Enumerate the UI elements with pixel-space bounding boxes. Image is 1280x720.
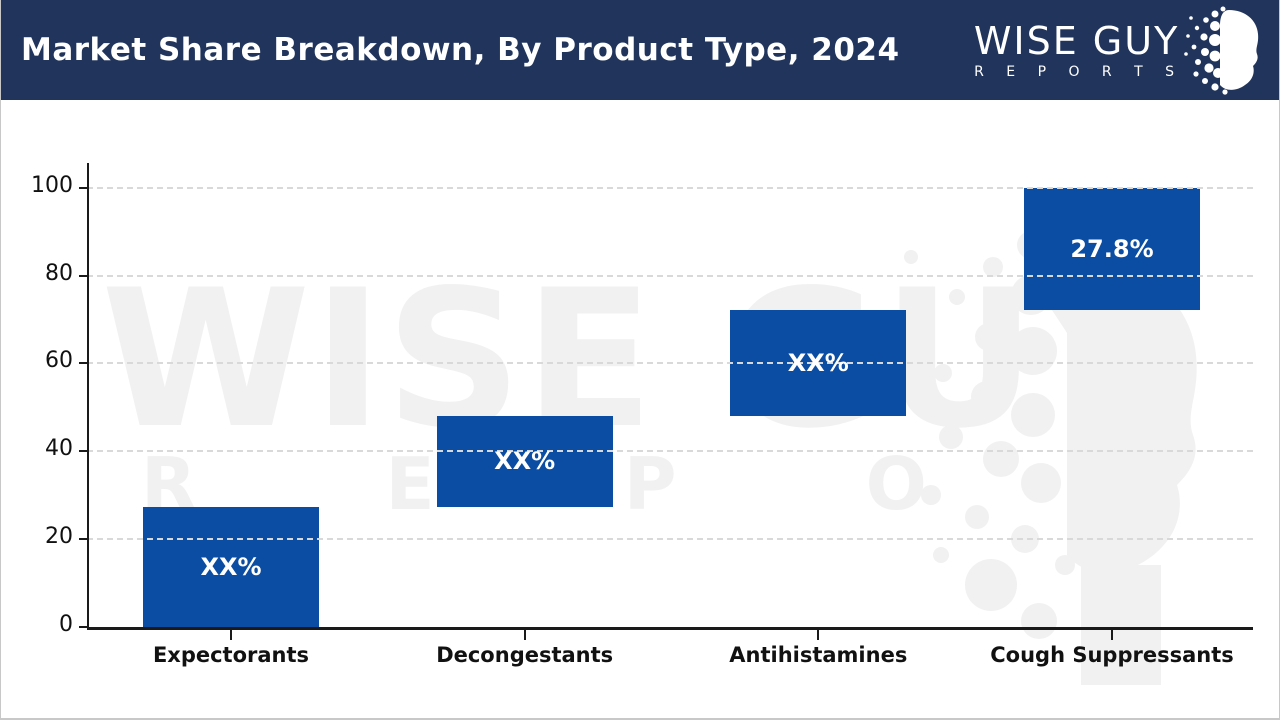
- bar-expectorants: [143, 506, 319, 627]
- x-tick-decongestants: [523, 630, 526, 640]
- logo-subtitle: R E P O R T S: [974, 63, 1183, 80]
- x-axis-line: [87, 627, 1253, 630]
- y-tick-label-100: 100: [31, 172, 73, 198]
- gridline-100: [87, 186, 1253, 189]
- bar-value-label-decongestants: XX%: [494, 447, 556, 476]
- logo-wordmark: WISE GUY: [973, 19, 1180, 64]
- x-label-decongestants: Decongestants: [436, 643, 614, 667]
- gridline-20: [87, 538, 1253, 541]
- header-band: Market Share Breakdown, By Product Type,…: [1, 0, 1279, 100]
- gridline-60: [87, 362, 1253, 365]
- x-label-antihistamines: Antihistamines: [729, 643, 908, 667]
- x-tick-antihistamines: [817, 630, 820, 640]
- y-axis-line: [87, 163, 89, 627]
- y-tick-100: [79, 186, 87, 189]
- x-label-expectorants: Expectorants: [152, 643, 310, 667]
- y-tick-label-80: 80: [45, 260, 73, 286]
- gridline-80: [87, 274, 1253, 277]
- x-tick-expectorants: [230, 630, 232, 640]
- y-tick-80: [79, 274, 87, 277]
- bar-cough-suppressants: [1024, 187, 1200, 310]
- watermark-wordmark: WISE GUY: [101, 249, 1178, 470]
- x-label-cough-suppressants: Cough Suppressants: [990, 643, 1234, 667]
- y-tick-20: [79, 538, 87, 541]
- y-tick-60: [79, 362, 87, 365]
- y-tick-label-40: 40: [45, 436, 73, 462]
- wise-guy-reports-logo: WISE GUY R E P O R T S: [970, 6, 1269, 96]
- bar-value-label-antihistamines: XX%: [787, 348, 849, 377]
- y-tick-label-0: 0: [59, 612, 73, 637]
- x-tick-cough-suppressants: [1111, 630, 1113, 640]
- bar-decongestants: [436, 416, 613, 507]
- bar-value-label-expectorants: XX%: [200, 552, 262, 581]
- bar-value-label-cough-suppressants: 27.8%: [1070, 234, 1154, 263]
- gridline-40: [87, 450, 1253, 453]
- y-tick-label-60: 60: [45, 348, 73, 374]
- y-tick-0: [79, 626, 87, 628]
- logo-text: WISE GUY R E P O R T S: [970, 19, 1183, 80]
- y-tick-label-20: 20: [45, 524, 73, 550]
- page-title: Market Share Breakdown, By Product Type,…: [21, 32, 900, 68]
- logo-face-dots-icon: [1184, 6, 1259, 95]
- plot: 0 20 40 60 80 100 XX% Expectorants XX% Decongesta…: [1, 100, 1279, 718]
- y-tick-40: [79, 450, 87, 453]
